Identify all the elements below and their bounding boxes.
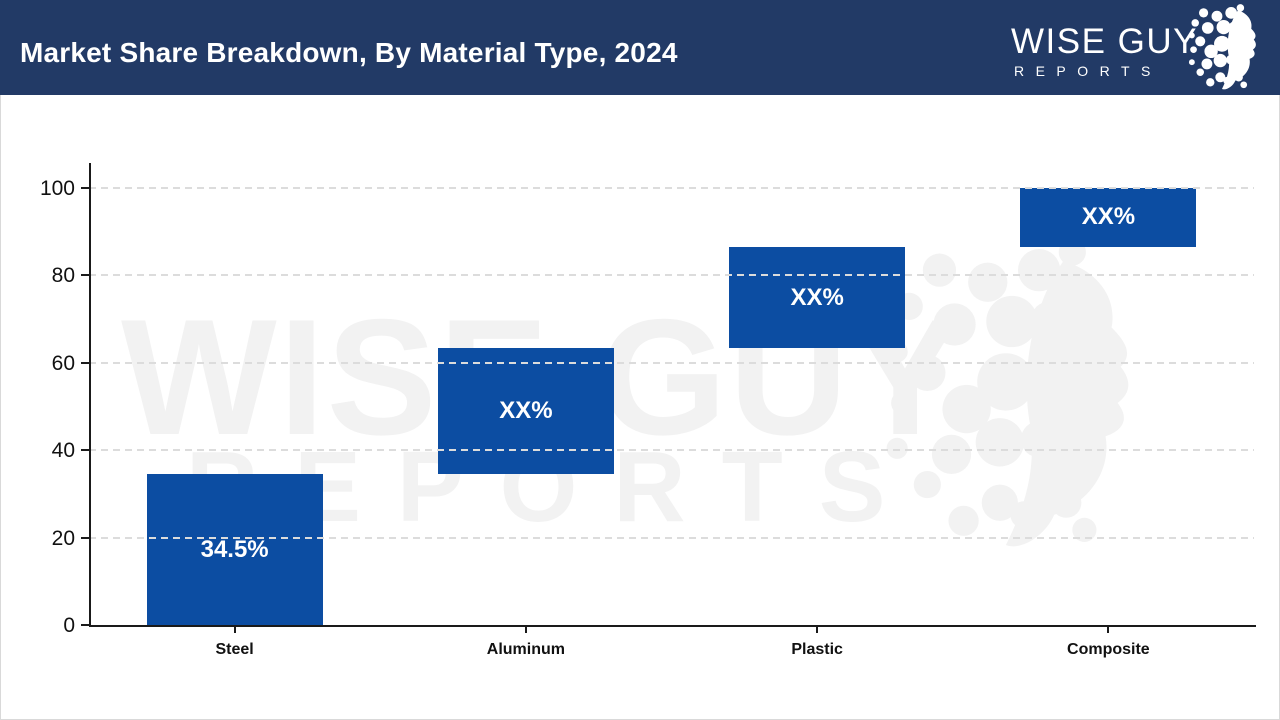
bar-value-label-aluminum: XX% — [499, 397, 553, 425]
chart-area: WISE GUY REPORTS 0 20 40 60 80 100 34.5% Steel X… — [0, 95, 1280, 720]
bar-value-label-plastic: XX% — [790, 283, 844, 311]
y-tick-mark-60 — [81, 361, 89, 364]
gridline-y100 — [89, 186, 1254, 189]
logo-text-block: WISE GUY REPORTS — [1011, 24, 1198, 79]
y-axis-label-40: 40 — [51, 439, 75, 462]
y-tick-mark-0 — [81, 624, 89, 626]
x-axis-line — [89, 625, 1256, 627]
y-axis-label-60: 60 — [51, 351, 75, 375]
y-axis-label-20: 20 — [51, 526, 75, 550]
logo-brand-subtitle: REPORTS — [1013, 62, 1162, 79]
y-axis-line — [89, 163, 91, 627]
bar-plastic: XX% — [729, 247, 906, 349]
bar-value-label-steel: 34.5% — [200, 535, 269, 563]
x-axis-label-aluminum: Aluminum — [486, 641, 565, 658]
chart-title: Market Share Breakdown, By Material Type… — [20, 36, 678, 68]
y-tick-mark-80 — [81, 274, 89, 276]
x-tick-mark-plastic — [816, 627, 819, 633]
y-axis-label-100: 100 — [39, 176, 75, 200]
y-tick-mark-20 — [81, 536, 89, 539]
y-tick-mark-40 — [81, 449, 89, 451]
header-bar: Market Share Breakdown, By Material Type… — [0, 0, 1280, 95]
bar-composite: XX% — [1020, 187, 1197, 247]
bar-value-label-composite: XX% — [1081, 203, 1136, 231]
x-axis-label-composite: Composite — [1067, 641, 1150, 658]
gridline-y60 — [89, 361, 1254, 364]
x-tick-mark-steel — [233, 627, 236, 633]
bar-steel: 34.5% — [146, 474, 323, 625]
y-axis-label-0: 0 — [63, 614, 75, 637]
y-tick-mark-100 — [81, 186, 89, 189]
gridline-y20 — [89, 536, 1254, 539]
plot-region: 0 20 40 60 80 100 34.5% Steel XX% Aluminum XX% Plas… — [1, 95, 1279, 719]
x-axis-label-steel: Steel — [215, 641, 254, 658]
gridline-y40 — [89, 449, 1254, 451]
bar-aluminum: XX% — [437, 348, 614, 475]
wiseguy-logo: WISE GUY REPORTS — [1011, 2, 1270, 94]
x-axis-label-plastic: Plastic — [791, 641, 843, 658]
x-tick-mark-aluminum — [524, 627, 527, 633]
logo-brand-name: WISE GUY — [1010, 21, 1198, 61]
gridline-y80 — [89, 274, 1254, 276]
x-tick-mark-composite — [1107, 627, 1110, 633]
y-axis-label-80: 80 — [51, 264, 75, 287]
dotted-head-icon — [1188, 4, 1256, 90]
